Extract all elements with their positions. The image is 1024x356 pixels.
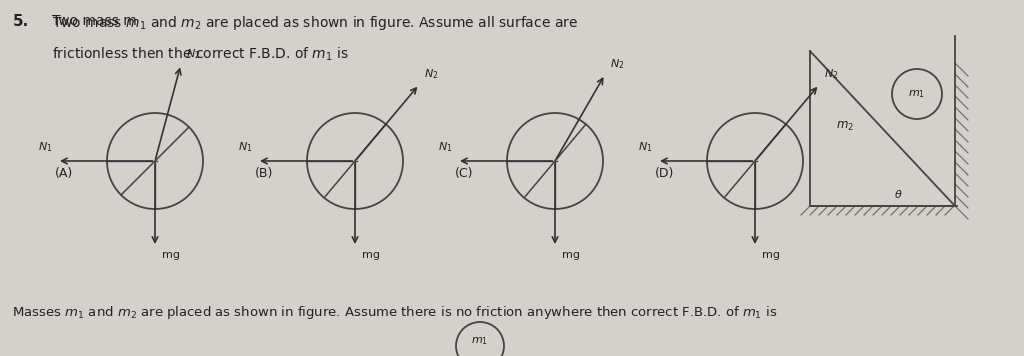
Text: Masses $m_1$ and $m_2$ are placed as shown in figure. Assume there is no frictio: Masses $m_1$ and $m_2$ are placed as sho… (12, 304, 777, 321)
Text: mg: mg (162, 250, 180, 260)
Text: $m_1$: $m_1$ (471, 335, 488, 347)
Text: mg: mg (762, 250, 780, 260)
Text: $N_1$: $N_1$ (239, 140, 253, 154)
Circle shape (456, 322, 504, 356)
Circle shape (707, 113, 803, 209)
Text: mg: mg (562, 250, 580, 260)
Text: $m_2$: $m_2$ (836, 120, 854, 132)
Text: frictionless then the correct F.B.D. of $m_1$ is: frictionless then the correct F.B.D. of … (52, 46, 349, 63)
Text: Two mass m: Two mass m (52, 14, 137, 28)
Circle shape (106, 113, 203, 209)
Text: (D): (D) (655, 167, 675, 179)
Circle shape (507, 113, 603, 209)
Text: $N_2$: $N_2$ (186, 48, 201, 61)
Text: (A): (A) (55, 167, 74, 179)
Text: $N_1$: $N_1$ (39, 140, 53, 154)
Circle shape (307, 113, 403, 209)
Text: $N_2$: $N_2$ (424, 68, 438, 82)
Text: $\theta$: $\theta$ (894, 188, 902, 200)
Text: (C): (C) (455, 167, 473, 179)
Text: Two mass $m_1$ and $m_2$ are placed as shown in figure. Assume all surface are: Two mass $m_1$ and $m_2$ are placed as s… (52, 14, 578, 32)
Text: $N_2$: $N_2$ (610, 58, 625, 72)
Text: mg: mg (362, 250, 380, 260)
Text: $N_1$: $N_1$ (438, 140, 453, 154)
Text: 5.: 5. (13, 14, 30, 29)
Text: $m_1$: $m_1$ (908, 88, 926, 100)
Text: $N_1$: $N_1$ (638, 140, 653, 154)
Text: (B): (B) (255, 167, 273, 179)
Text: $N_2$: $N_2$ (824, 68, 839, 82)
Circle shape (892, 69, 942, 119)
